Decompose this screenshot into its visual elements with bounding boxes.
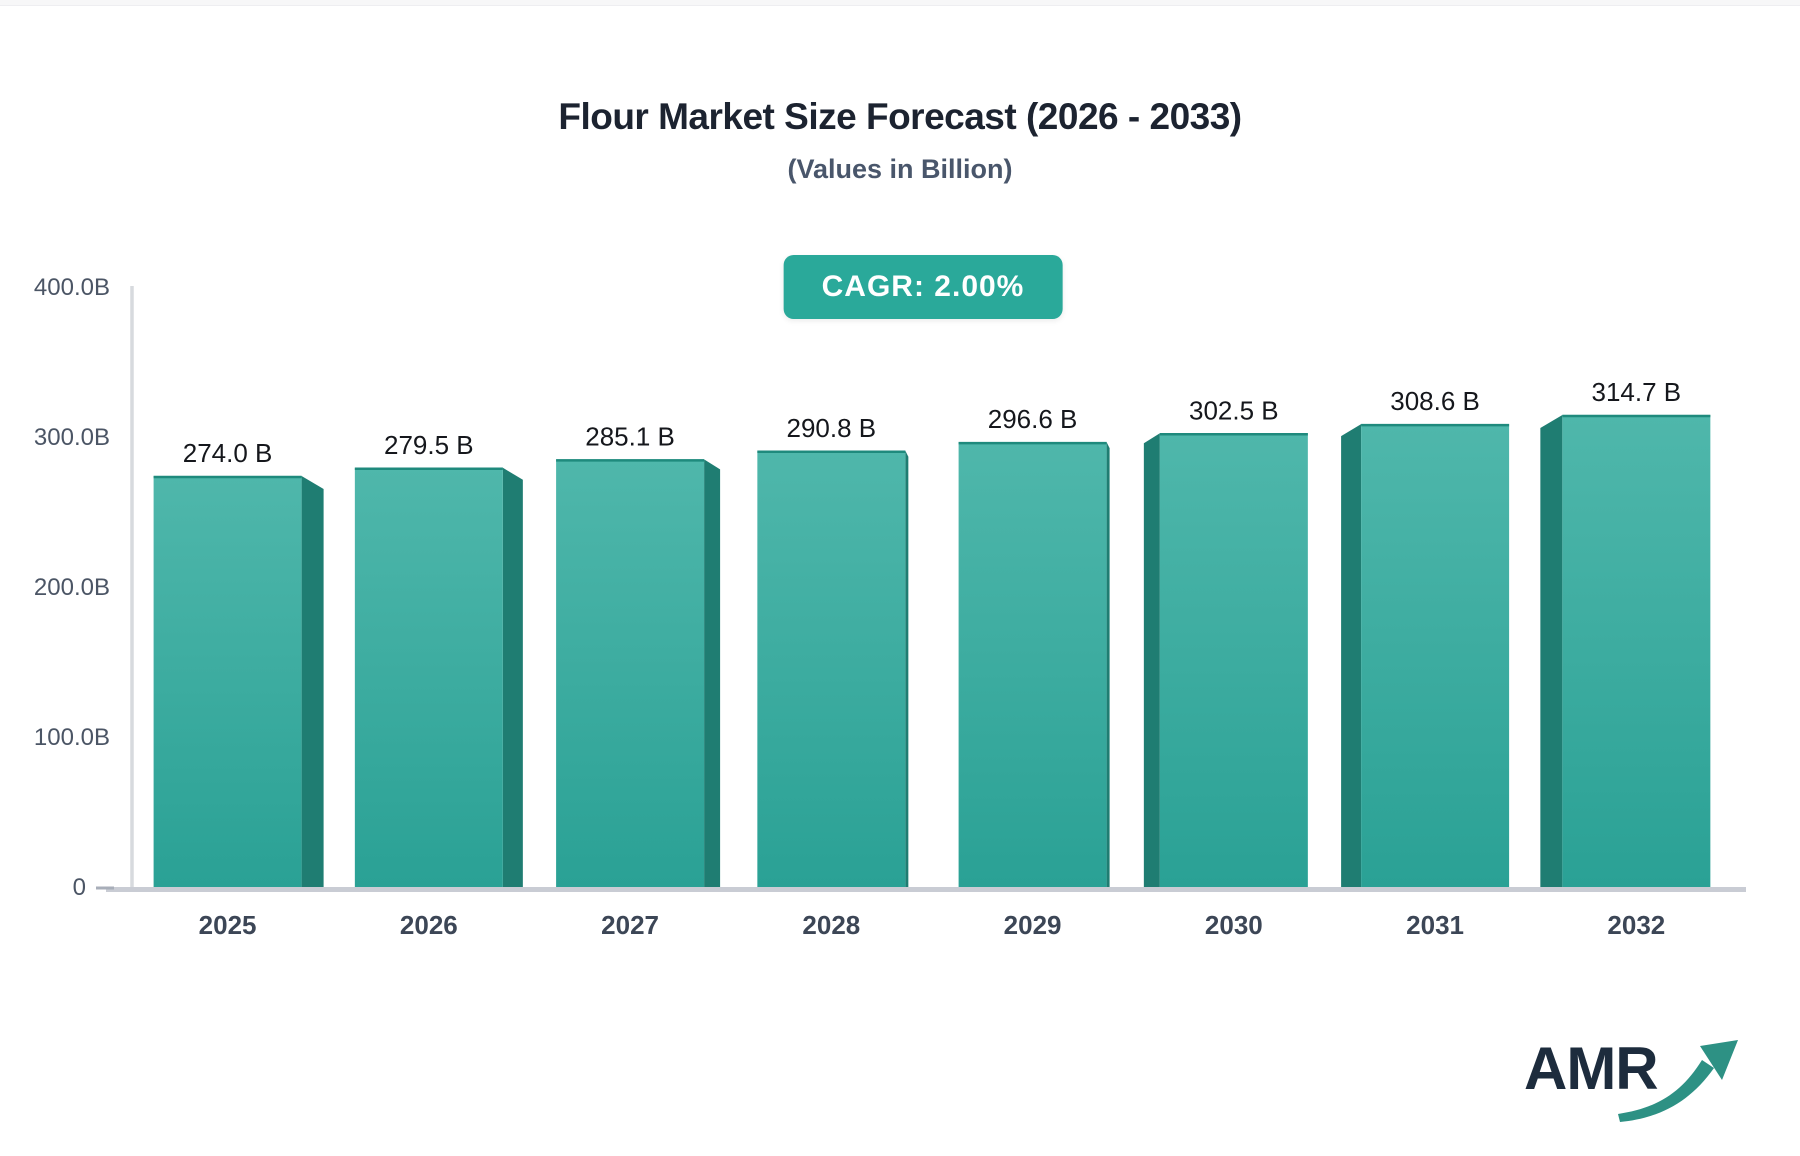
bar-side-face (1341, 424, 1362, 887)
x-tick-label: 2029 (1004, 910, 1062, 940)
bar-side-face (704, 459, 721, 887)
bar-2027 (556, 459, 705, 887)
bar-side-face (1540, 414, 1563, 887)
x-tick-label: 2030 (1205, 910, 1263, 940)
y-tick-label: 0 (73, 874, 86, 901)
bar-2032 (1562, 414, 1711, 887)
y-tick-label: 200.0B (34, 574, 110, 601)
bar-side-face (502, 467, 523, 887)
bar-2025 (153, 476, 302, 887)
y-tick-label: 100.0B (34, 724, 110, 751)
arrow-swoosh (1618, 1060, 1714, 1122)
x-tick-label: 2027 (601, 910, 659, 940)
chart-header: Flour Market Size Forecast (2026 - 2033)… (0, 96, 1800, 185)
cagr-badge: CAGR: 2.00% (783, 255, 1063, 319)
bar-side-face (301, 476, 324, 887)
amr-logo-text: AMR (1524, 1035, 1659, 1102)
x-tick-label: 2032 (1607, 910, 1665, 940)
bar-value-label: 285.1 B (585, 421, 675, 451)
chart-title: Flour Market Size Forecast (2026 - 2033) (558, 96, 1242, 137)
bar-2026 (354, 467, 503, 887)
bar-2028 (757, 450, 906, 887)
amr-logo: AMR (1524, 1034, 1764, 1144)
growth-arrow-icon (1618, 1040, 1738, 1122)
bar-value-label: 314.7 B (1592, 377, 1682, 407)
bar-value-label: 279.5 B (384, 430, 474, 460)
bar-side-face (1143, 433, 1160, 887)
top-band (0, 0, 1800, 6)
x-tick-label: 2031 (1406, 910, 1464, 940)
arrow-head (1700, 1040, 1738, 1080)
bar-2030 (1159, 433, 1308, 887)
x-tick-label: 2026 (400, 910, 458, 940)
y-tick-label: 300.0B (34, 424, 110, 451)
bar-value-label: 290.8 B (787, 413, 877, 443)
bar-value-label: 302.5 B (1189, 395, 1279, 425)
chart-subtitle: (Values in Billion) (787, 154, 1013, 184)
x-tick-label: 2025 (199, 910, 257, 940)
bar-value-label: 308.6 B (1390, 386, 1480, 416)
y-tick-label: 400.0B (34, 274, 110, 301)
bar-value-label: 274.0 B (183, 438, 273, 468)
bar-2031 (1361, 424, 1510, 887)
bar-value-label: 296.6 B (988, 404, 1078, 434)
bar-side-face (905, 450, 909, 887)
bar-side-face (1106, 442, 1110, 887)
x-tick-label: 2028 (802, 910, 860, 940)
bar-2029 (958, 442, 1107, 887)
